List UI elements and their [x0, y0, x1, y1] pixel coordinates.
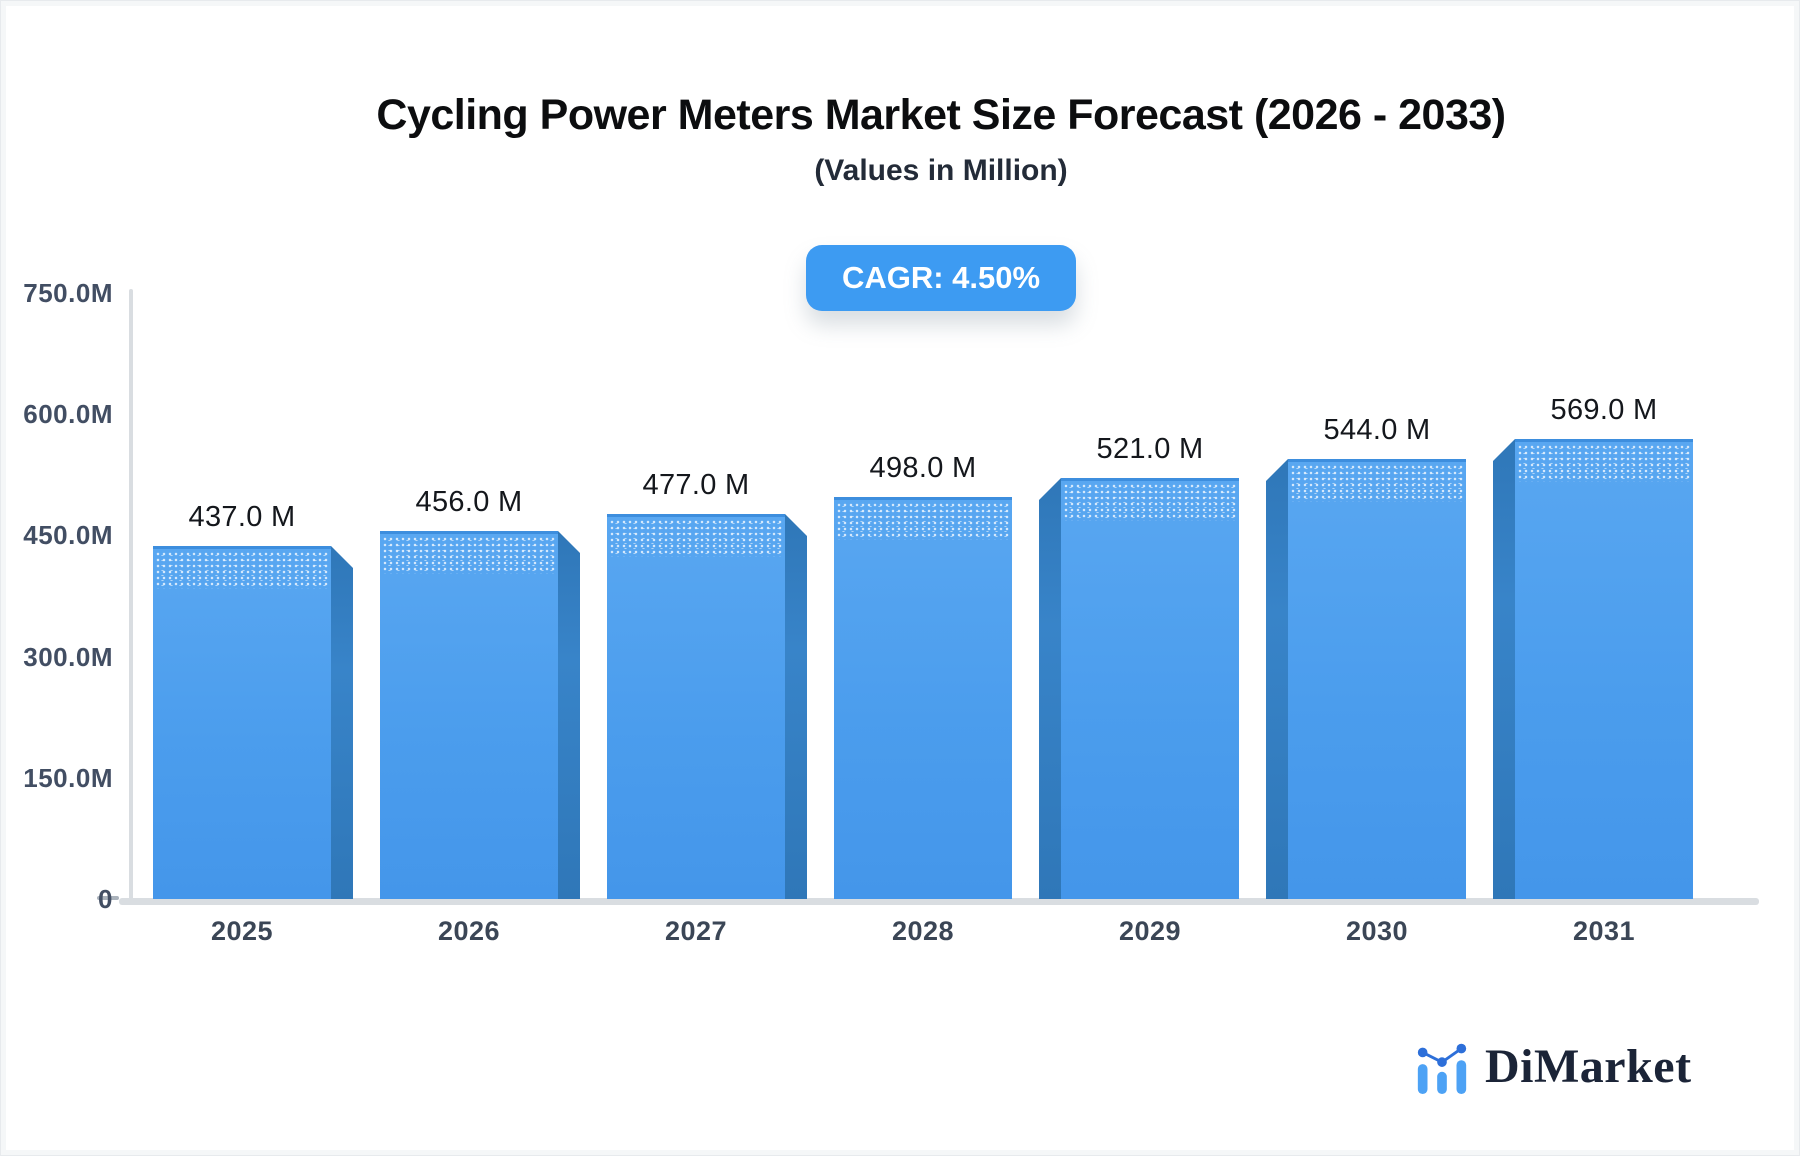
bar-value-label-2031: 569.0 M	[1550, 394, 1658, 426]
chart-subtitle: (Values in Million)	[814, 154, 1068, 187]
bar-3d-side-2031	[1493, 439, 1515, 899]
x-axis-label-2028: 2028	[891, 916, 955, 946]
y-axis-label-450.0M: 450.0M	[23, 520, 113, 551]
x-axis-label-2025: 2025	[210, 916, 274, 946]
y-axis-label-600.0M: 600.0M	[23, 399, 113, 430]
y-axis-label-150.0M: 150.0M	[23, 762, 113, 793]
bar-2031	[1515, 439, 1693, 899]
x-axis-label-2030: 2030	[1345, 916, 1409, 946]
bar-value-label-2028: 498.0 M	[869, 452, 977, 484]
cagr-badge: CAGR: 4.50%	[805, 245, 1077, 311]
chart-header: Cycling Power Meters Market Size Forecas…	[131, 1, 1751, 311]
bar-value-label-2027: 477.0 M	[642, 469, 750, 501]
bar-3d-side-2029	[1039, 478, 1061, 899]
y-axis-label-0: 0	[98, 884, 113, 914]
y-axis-label-750.0M: 750.0M	[23, 278, 113, 308]
bar-3d-side-2030	[1266, 459, 1288, 899]
chart-title: Cycling Power Meters Market Size Forecas…	[376, 91, 1506, 139]
bar-2025	[153, 546, 331, 899]
bar-3d-side-2025	[331, 546, 353, 899]
bar-chart-logo-icon	[1417, 1043, 1467, 1095]
brand-name: DiMarket	[1485, 1039, 1692, 1093]
bar-2026	[380, 531, 558, 899]
bar-2027	[607, 514, 785, 899]
bar-value-label-2025: 437.0 M	[188, 501, 296, 533]
bar-value-label-2030: 544.0 M	[1323, 414, 1431, 446]
bar-value-label-2026: 456.0 M	[415, 486, 523, 518]
x-axis-baseline	[119, 898, 1759, 905]
y-axis-label-300.0M: 300.0M	[23, 641, 113, 672]
y-axis-line	[129, 289, 133, 905]
x-axis-label-2027: 2027	[664, 916, 728, 946]
bar-3d-side-2026	[558, 531, 580, 899]
bar-2029	[1061, 478, 1239, 899]
bar-2030	[1288, 459, 1466, 899]
x-axis-label-2031: 2031	[1572, 916, 1636, 946]
zero-tick-mark	[97, 896, 119, 900]
x-axis-label-2026: 2026	[437, 916, 501, 946]
brand-logo: DiMarket	[1413, 1037, 1692, 1095]
x-axis-label-2029: 2029	[1118, 916, 1182, 946]
bar-2028	[834, 497, 1012, 899]
bar-3d-side-2027	[785, 514, 807, 899]
bar-value-label-2029: 521.0 M	[1096, 433, 1204, 465]
